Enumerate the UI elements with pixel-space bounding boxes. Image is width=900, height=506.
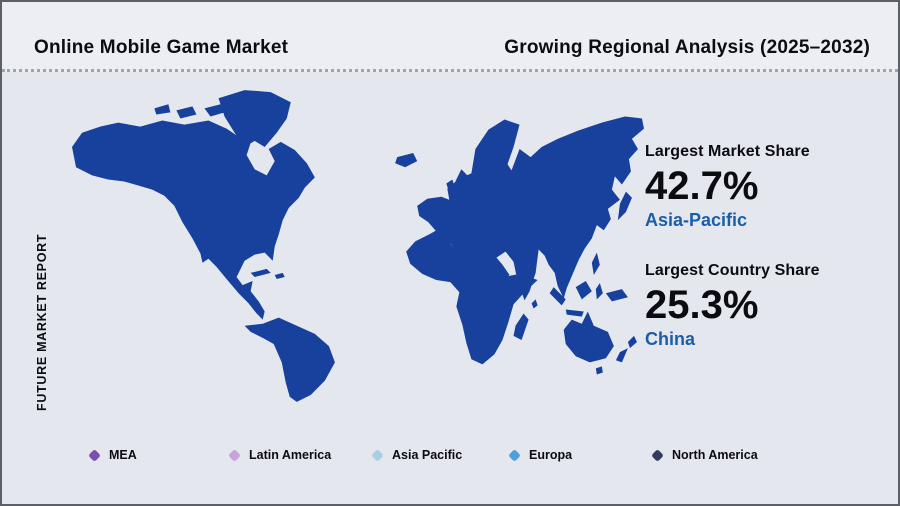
page-title-left: Online Mobile Game Market xyxy=(34,37,289,58)
asia-pacific-marker-icon xyxy=(371,448,384,462)
legend-item-europa: Europa xyxy=(508,448,573,462)
stat-market-share-value: 42.7% xyxy=(645,164,759,208)
stat-country-share-label: Largest Country Share xyxy=(645,262,820,279)
world-map-svg xyxy=(72,90,644,402)
europa-marker-icon xyxy=(508,448,521,462)
brand-vertical-label: FUTURE MARKET REPORT xyxy=(35,233,49,411)
legend-label-latin-america: Latin America xyxy=(249,448,332,462)
north-america-marker-icon xyxy=(651,448,664,462)
stat-country-share-value: 25.3% xyxy=(645,283,759,327)
legend-item-north-america: North America xyxy=(651,448,758,462)
world-landmass-shape xyxy=(72,90,644,402)
world-map xyxy=(66,86,648,406)
mea-marker-icon xyxy=(88,448,101,462)
stat-market-share-label: Largest Market Share xyxy=(645,143,810,160)
stats-panel: Largest Market Share 42.7% Asia-Pacific … xyxy=(645,143,893,350)
page-title-right: Growing Regional Analysis (2025–2032) xyxy=(504,37,870,58)
legend-label-mea: MEA xyxy=(109,448,137,462)
legend-label-europa: Europa xyxy=(529,448,573,462)
legend-item-mea: MEA xyxy=(88,448,137,462)
legend-label-asia-pacific: Asia Pacific xyxy=(392,448,463,462)
legend-label-north-america: North America xyxy=(672,448,758,462)
stat-market-share: Largest Market Share 42.7% Asia-Pacific xyxy=(645,143,893,231)
legend-row: MEA Latin America Asia Pacific Europa No… xyxy=(2,446,898,472)
latin-america-marker-icon xyxy=(228,448,241,462)
header-band: Online Mobile Game Market Growing Region… xyxy=(2,2,898,72)
stat-market-share-region: Asia-Pacific xyxy=(645,210,748,230)
legend-item-latin-america: Latin America xyxy=(228,448,332,462)
legend-item-asia-pacific: Asia Pacific xyxy=(371,448,463,462)
stat-country-share-region: China xyxy=(645,329,696,349)
stat-country-share: Largest Country Share 25.3% China xyxy=(645,262,893,350)
